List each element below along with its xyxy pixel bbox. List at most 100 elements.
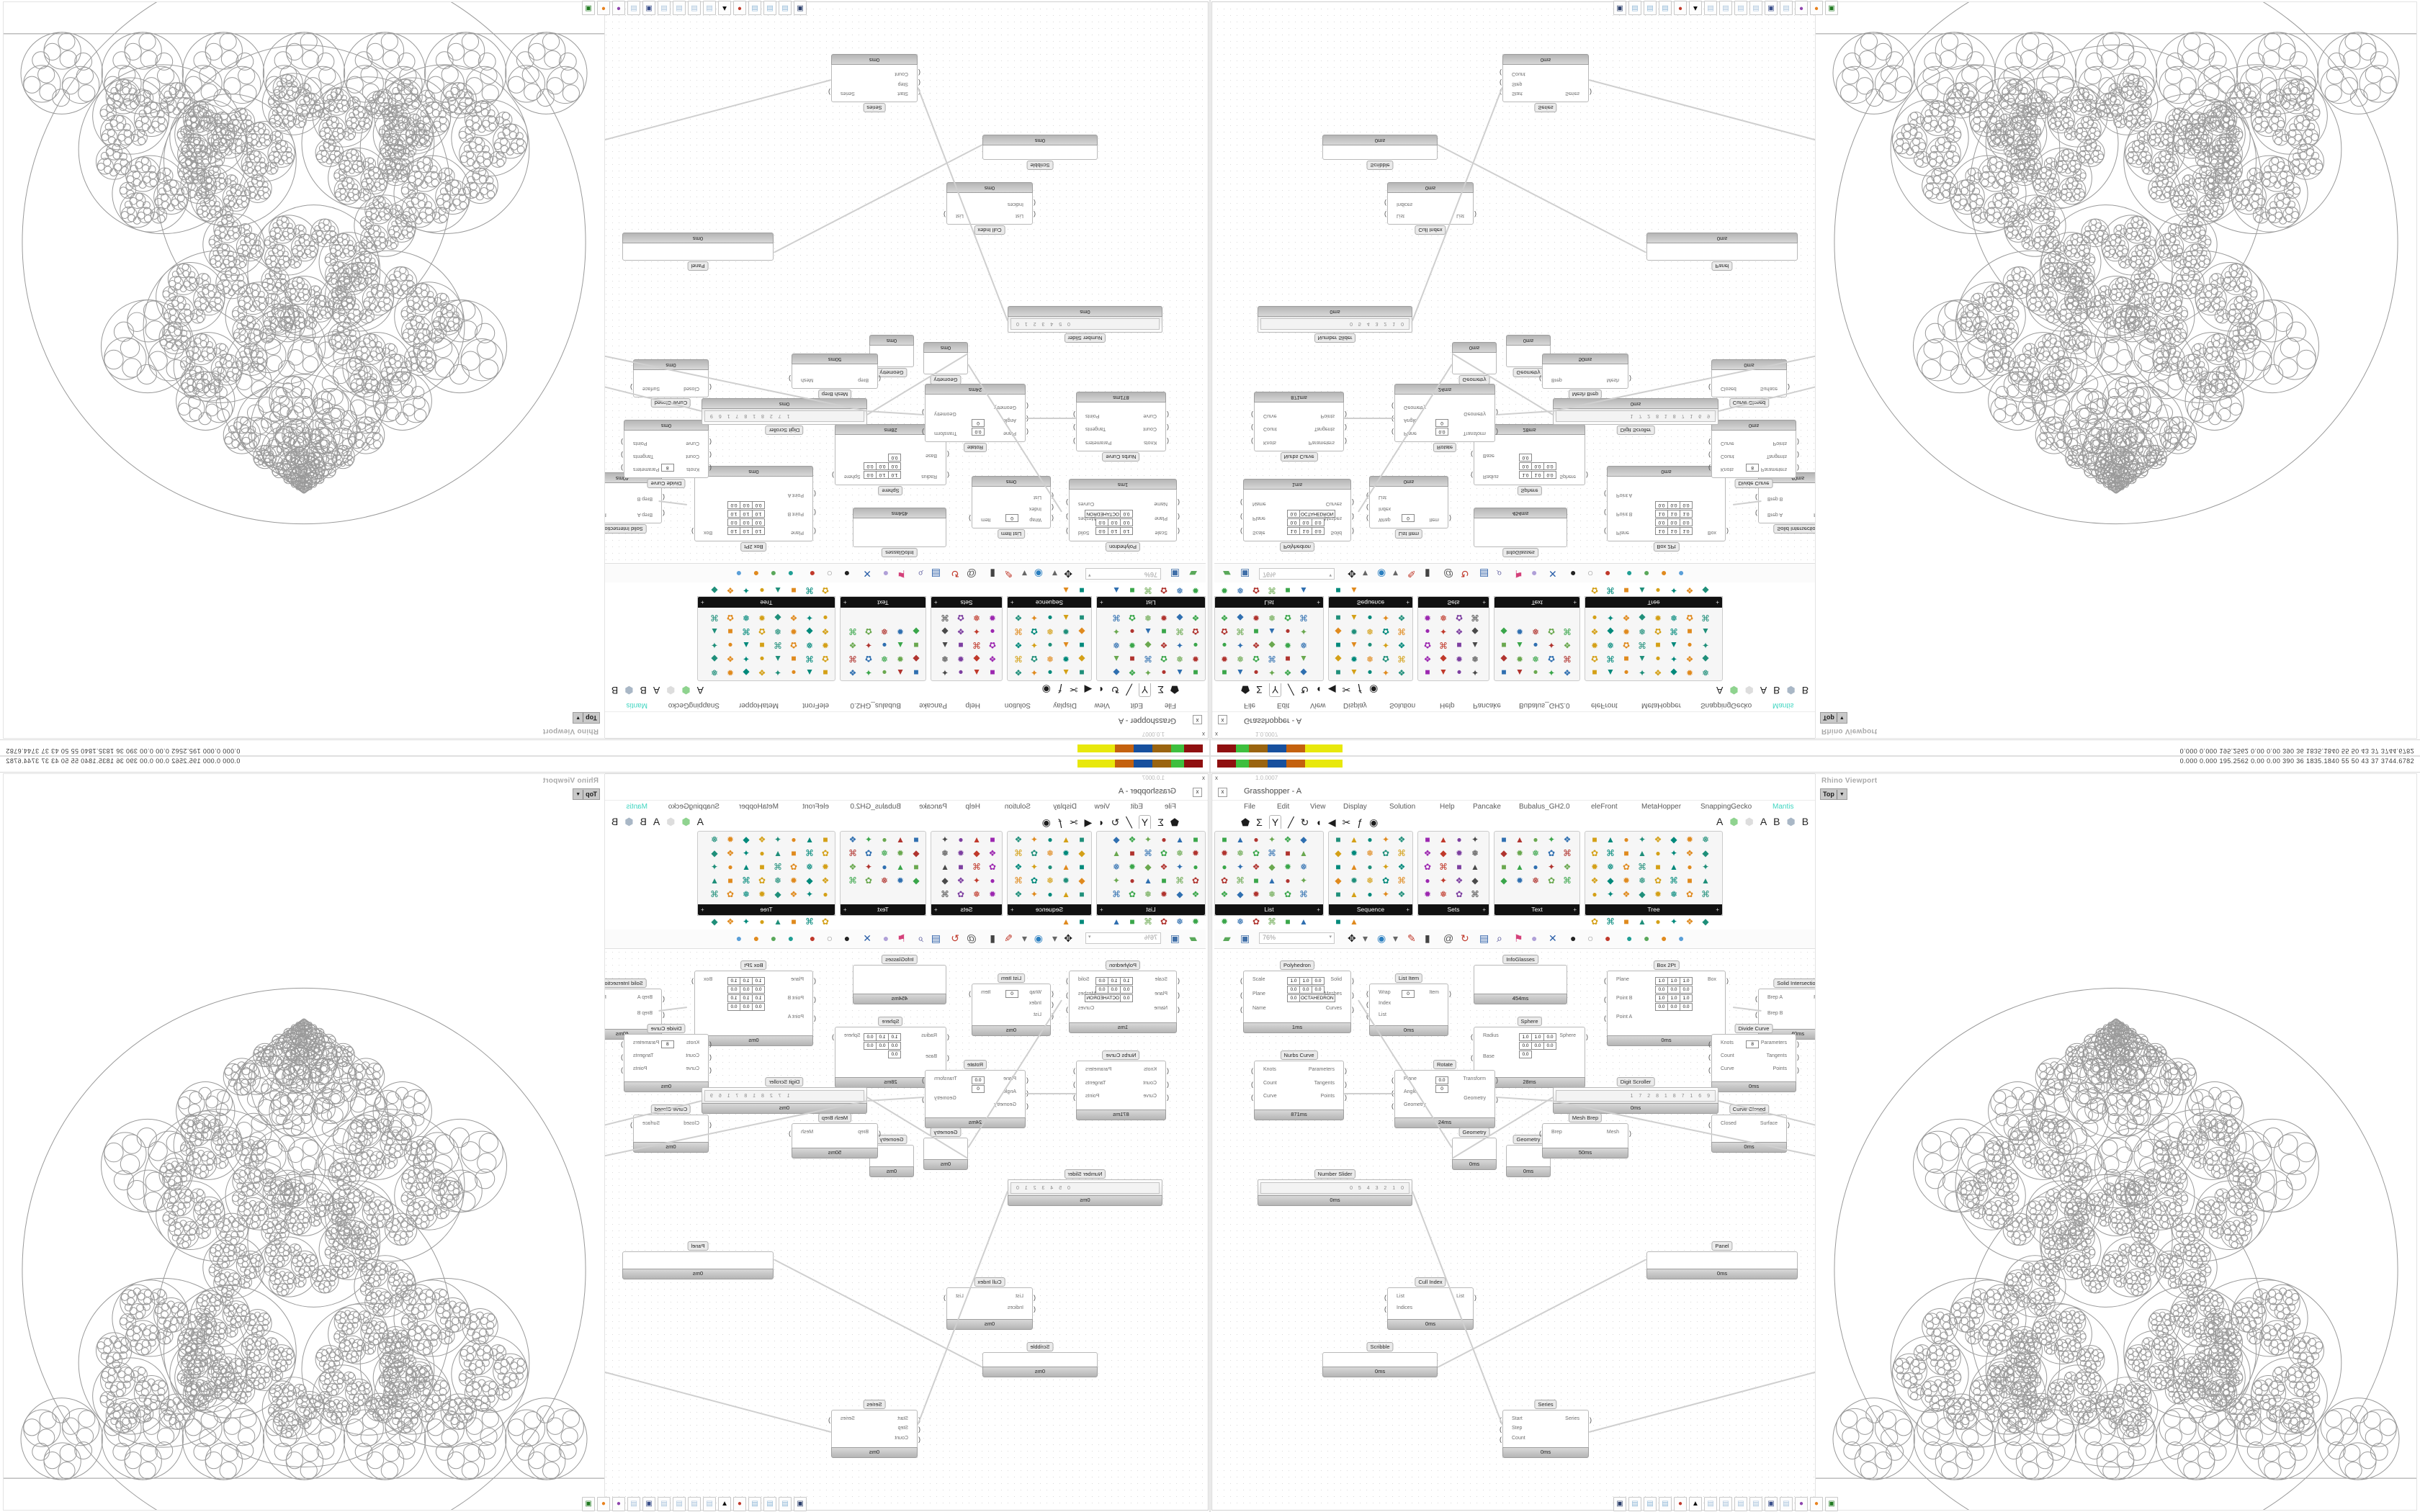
shade-red-icon[interactable]: ●: [809, 568, 815, 580]
component-icon[interactable]: ⌘: [1397, 876, 1406, 886]
component-icon[interactable]: ●: [1592, 889, 1597, 899]
component-icon[interactable]: ▲: [805, 834, 814, 845]
chevron-down-icon[interactable]: ▼: [575, 789, 584, 799]
component-icon[interactable]: ■: [1193, 834, 1198, 845]
component-field[interactable]: 0.0: [864, 1042, 877, 1050]
component-icon[interactable]: ❅: [1299, 640, 1308, 650]
doc-close-icon[interactable]: x: [1215, 775, 1218, 781]
component-icon[interactable]: ❖: [1014, 889, 1023, 899]
save-icon[interactable]: ▣: [642, 1, 655, 15]
component-icon[interactable]: ■: [1501, 862, 1507, 872]
component-icon[interactable]: ◆: [1702, 654, 1709, 664]
component-field[interactable]: 1.0: [888, 471, 901, 479]
component-icon[interactable]: ❖: [1563, 862, 1572, 872]
gh-component-geometry-1[interactable]: Geometry 0ms: [923, 1128, 968, 1170]
save-file-icon[interactable]: ▣: [1240, 568, 1250, 580]
component-icon[interactable]: ✹: [1160, 613, 1168, 623]
component-icon[interactable]: ❖: [1455, 626, 1464, 636]
input-param-list[interactable]: List: [1016, 213, 1023, 218]
component-icon[interactable]: ▲: [710, 876, 719, 886]
component-icon[interactable]: ▲: [1299, 654, 1308, 664]
menu-item-mantis[interactable]: Mantis: [626, 701, 647, 709]
blue-sphere-icon[interactable]: ●: [735, 932, 742, 944]
bubalus-icon[interactable]: ⬢: [1744, 685, 1754, 696]
component-icon[interactable]: ✹: [896, 848, 905, 858]
params-icon[interactable]: ⬟: [1170, 684, 1179, 696]
component-icon[interactable]: ◆: [913, 654, 920, 664]
terminal-green-icon[interactable]: ▣: [1825, 1, 1838, 15]
component-icon[interactable]: ◆: [711, 585, 718, 595]
menu-item-edit[interactable]: Edit: [1130, 701, 1143, 709]
gh-component-mesh-brep[interactable]: Mesh Brep 50ms Brep(Mesh): [789, 1113, 881, 1158]
gh-component-cull-index[interactable]: Cull Index 0ms List(Indices(List): [1384, 1277, 1476, 1330]
input-param-count[interactable]: Count: [1143, 1080, 1157, 1086]
transform-icon[interactable]: ƒ: [1357, 816, 1363, 828]
param-nub[interactable]: ): [1474, 211, 1476, 218]
param-nub[interactable]: (: [1034, 211, 1036, 218]
gh-component-number-slider[interactable]: Number Slider 0ms 0 5 4 3 2 1 0: [1008, 1169, 1162, 1206]
component-icon[interactable]: ✿: [1423, 640, 1432, 650]
param-nub[interactable]: ): [1496, 1076, 1498, 1084]
component-icon[interactable]: ❖: [1397, 613, 1406, 623]
component-field[interactable]: 0.0: [1120, 518, 1133, 526]
doc-icon[interactable]: ▤: [658, 1, 671, 15]
menu-item-file[interactable]: File: [1164, 701, 1176, 709]
owl-purple-icon[interactable]: ●: [612, 1, 625, 15]
document-tab-label[interactable]: 1.0.0007: [1142, 775, 1165, 781]
gh-component-polyhedron[interactable]: Polyhedron1msScale(Plane(Name(Solid)Mesh…: [1240, 960, 1354, 1033]
menu-item-view[interactable]: View: [1310, 701, 1326, 709]
output-param-sphere[interactable]: Sphere: [1559, 474, 1576, 479]
doc-icon[interactable]: ▤: [688, 1497, 701, 1511]
param-nub[interactable]: ): [621, 451, 623, 459]
display-icon[interactable]: ◉: [1041, 816, 1051, 828]
output-param-points[interactable]: Points: [1085, 1094, 1100, 1099]
slider-track[interactable]: 1 7 2 8 1 8 7 1 6 9: [1556, 410, 1716, 422]
component-icon[interactable]: ✿: [1030, 626, 1039, 636]
component-icon[interactable]: ▲: [1701, 876, 1710, 886]
bubalus-icon[interactable]: ⬢: [1744, 816, 1754, 827]
component-icon[interactable]: ✿: [1252, 654, 1260, 664]
component-icon[interactable]: ✦: [1471, 667, 1479, 678]
component-field[interactable]: 0.0: [752, 986, 765, 994]
param-nub[interactable]: (: [1240, 991, 1242, 999]
menu-item-solution[interactable]: Solution: [1389, 803, 1416, 811]
teal-sphere-icon[interactable]: ●: [787, 932, 794, 944]
component-icon[interactable]: ◆: [973, 654, 980, 664]
input-param-closed[interactable]: Closed: [1721, 386, 1736, 391]
bulb-icon[interactable]: ●: [882, 568, 889, 580]
component-icon[interactable]: ◆: [1237, 889, 1244, 899]
param-nub[interactable]: ): [1590, 89, 1592, 96]
component-icon[interactable]: ▲: [1606, 834, 1615, 845]
param-nub[interactable]: (: [1392, 415, 1394, 423]
param-nub[interactable]: (: [1240, 977, 1242, 984]
maths-icon[interactable]: Σ: [1157, 684, 1164, 696]
param-nub[interactable]: ): [1586, 472, 1588, 479]
param-nub[interactable]: ): [1073, 1080, 1075, 1088]
curve-icon[interactable]: ↻: [1111, 684, 1120, 696]
component-icon[interactable]: ❅: [1366, 654, 1374, 664]
component-field[interactable]: 1.0: [1655, 977, 1668, 985]
component-icon[interactable]: ▲: [1515, 834, 1524, 845]
component-field[interactable]: 0.0: [1667, 1003, 1680, 1011]
param-nub[interactable]: ): [1449, 990, 1451, 997]
doc-icon[interactable]: ▤: [1719, 1, 1732, 15]
component-icon[interactable]: ✿: [1030, 876, 1039, 886]
at-icon[interactable]: @: [966, 568, 977, 580]
component-icon[interactable]: ●: [1655, 585, 1661, 595]
params-icon[interactable]: ⬟: [1241, 684, 1250, 696]
window-icon[interactable]: ▤: [931, 932, 941, 944]
input-param-plane[interactable]: Plane: [1404, 1076, 1417, 1081]
component-icon[interactable]: ✹: [1685, 667, 1694, 678]
gh-component-digit-scroll[interactable]: Digit Scroller 0ms 1 7 2 8 1 8 7 1 6 9: [1553, 1077, 1718, 1114]
component-icon[interactable]: ▲: [1350, 640, 1358, 650]
component-field[interactable]: 0.0: [864, 462, 877, 470]
input-param-point-a[interactable]: Point A: [787, 492, 804, 498]
component-field[interactable]: 0.0: [1680, 986, 1693, 994]
component-icon[interactable]: ■: [1285, 654, 1291, 664]
ribbon-tab-expand-icon[interactable]: +: [1482, 906, 1486, 913]
document-tab-label[interactable]: 1.0.0007: [1255, 731, 1278, 737]
param-nub[interactable]: (: [814, 1014, 816, 1022]
component-icon[interactable]: ▲: [1062, 862, 1070, 872]
layer-swatch[interactable]: [1096, 744, 1115, 752]
